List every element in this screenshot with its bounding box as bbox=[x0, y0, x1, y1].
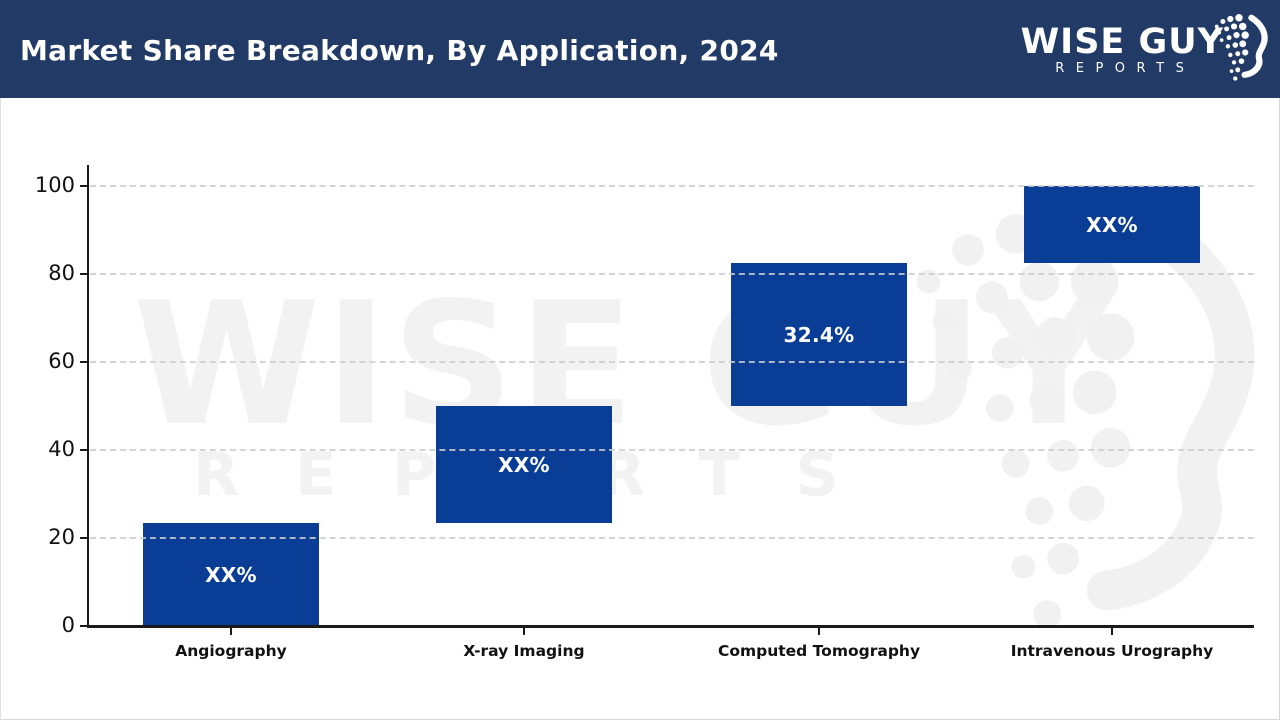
wiseguy-head-icon bbox=[1214, 14, 1268, 81]
y-tick-0 bbox=[80, 625, 88, 627]
brand-name: WISE GUY bbox=[1020, 21, 1224, 62]
watermark-text: WISE GUY bbox=[133, 266, 1115, 464]
x-category-label: Angiography bbox=[175, 642, 287, 660]
y-tick-80 bbox=[80, 273, 88, 275]
brand-logo: WISE GUY REPORTS bbox=[1021, 6, 1270, 94]
gridline-100 bbox=[90, 185, 1254, 187]
brand-sub: REPORTS bbox=[1055, 61, 1196, 77]
x-tick-3 bbox=[818, 627, 820, 635]
y-axis-line bbox=[87, 165, 89, 628]
y-tick-label-100: 100 bbox=[34, 173, 75, 197]
bar-value-label: 32.4% bbox=[783, 322, 855, 347]
y-tick-100 bbox=[80, 185, 88, 187]
bar-intravenous-urography: XX% bbox=[1024, 186, 1200, 264]
bar-value-label: XX% bbox=[1086, 212, 1138, 237]
x-tick-2 bbox=[523, 627, 525, 635]
y-tick-label-80: 80 bbox=[48, 261, 75, 285]
gridline-60 bbox=[90, 361, 1254, 363]
gridline-80 bbox=[90, 273, 1254, 275]
y-tick-label-20: 20 bbox=[48, 525, 75, 549]
header-bar: Market Share Breakdown, By Application, … bbox=[0, 0, 1280, 98]
gridline-40 bbox=[90, 449, 1254, 451]
x-category-label: Intravenous Urography bbox=[1010, 642, 1214, 660]
y-tick-40 bbox=[80, 449, 88, 451]
y-tick-label-0: 0 bbox=[61, 613, 75, 637]
bar-x-ray-imaging: XX% bbox=[436, 406, 612, 524]
y-tick-label-60: 60 bbox=[48, 349, 75, 373]
plot-area: 0 20 40 60 80 100 XX% XX% 32.4% XX% Angiography X-r… bbox=[1, 98, 1279, 719]
chart-canvas: WISE GUY REPORTS 020406080100XX%XX%32.4%… bbox=[0, 98, 1280, 720]
x-axis-line bbox=[87, 625, 1254, 628]
x-category-label: Computed Tomography bbox=[717, 642, 921, 660]
y-tick-label-40: 40 bbox=[48, 437, 75, 461]
page-title: Market Share Breakdown, By Application, … bbox=[20, 34, 779, 67]
bar-value-label: XX% bbox=[498, 452, 550, 477]
bar-computed-tomography: 32.4% bbox=[731, 263, 907, 406]
y-tick-20 bbox=[80, 537, 88, 539]
brand-text: WISE GUY REPORTS bbox=[1020, 21, 1224, 77]
x-category-label: X-ray Imaging bbox=[463, 642, 585, 660]
x-tick-4 bbox=[1111, 627, 1113, 635]
y-tick-60 bbox=[80, 361, 88, 363]
x-tick-1 bbox=[230, 627, 232, 635]
bar-angiography: XX% bbox=[143, 523, 319, 626]
bar-value-label: XX% bbox=[205, 562, 257, 587]
gridline-20 bbox=[90, 537, 1254, 539]
